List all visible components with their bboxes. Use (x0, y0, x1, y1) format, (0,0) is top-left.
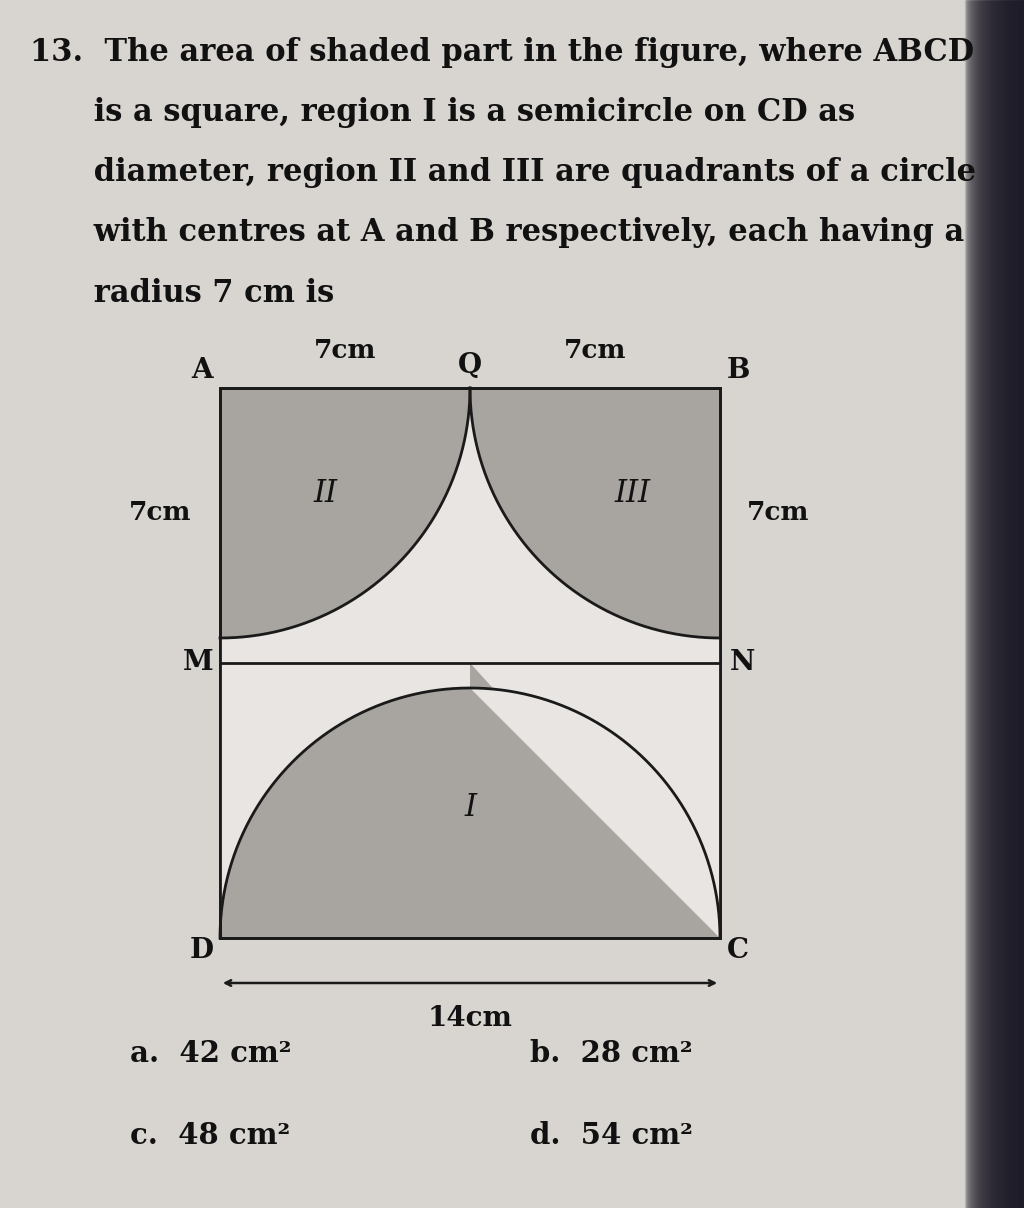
Text: D: D (190, 936, 214, 964)
Text: B: B (726, 356, 750, 383)
Text: diameter, region II and III are quadrants of a circle: diameter, region II and III are quadrant… (30, 157, 976, 188)
Text: 7cm: 7cm (313, 337, 376, 362)
Text: with centres at A and B respectively, each having a: with centres at A and B respectively, ea… (30, 217, 965, 249)
Text: 7cm: 7cm (129, 500, 191, 525)
Text: I: I (464, 792, 476, 824)
Text: radius 7 cm is: radius 7 cm is (30, 278, 334, 308)
Text: N: N (729, 650, 755, 676)
Polygon shape (220, 663, 470, 937)
Text: is a square, region I is a semicircle on CD as: is a square, region I is a semicircle on… (30, 98, 855, 128)
Text: 7cm: 7cm (564, 337, 627, 362)
Text: Q: Q (458, 353, 482, 379)
Text: c.  48 cm²: c. 48 cm² (130, 1121, 290, 1150)
Polygon shape (470, 663, 720, 937)
Polygon shape (220, 388, 720, 937)
Text: 14cm: 14cm (428, 1005, 512, 1032)
Text: M: M (182, 650, 213, 676)
Text: a.  42 cm²: a. 42 cm² (130, 1039, 292, 1068)
Text: 13.  The area of shaded part in the figure, where ABCD: 13. The area of shaded part in the figur… (30, 37, 974, 69)
Text: b.  28 cm²: b. 28 cm² (530, 1039, 692, 1068)
Text: A: A (191, 356, 213, 383)
Text: 7cm: 7cm (746, 500, 809, 525)
Text: II: II (313, 477, 337, 509)
Text: C: C (727, 936, 749, 964)
Text: III: III (614, 477, 650, 509)
Text: d.  54 cm²: d. 54 cm² (530, 1121, 693, 1150)
Polygon shape (220, 388, 720, 663)
